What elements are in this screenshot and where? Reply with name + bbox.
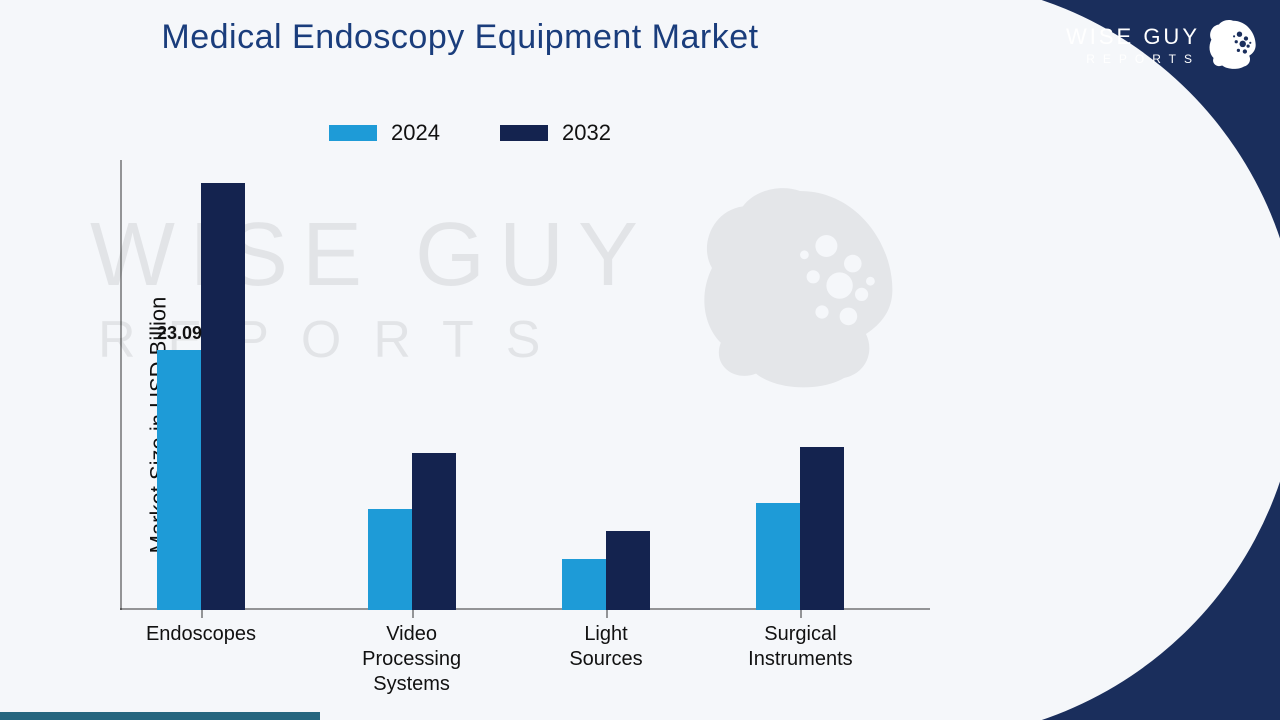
logo-line2: REPORTS xyxy=(1066,52,1200,66)
legend-label-2024: 2024 xyxy=(391,120,440,146)
legend-swatch-2032 xyxy=(500,125,548,141)
y-axis-line xyxy=(120,160,122,610)
bottom-accent-bar xyxy=(0,712,320,720)
x-axis-category-label: Endoscopes xyxy=(111,622,291,647)
chart-area: Market Size in USD Billion 23.09Endoscop… xyxy=(60,160,930,690)
plot-area: 23.09Endoscopes VideoProcessingSystems Lig… xyxy=(120,160,930,610)
x-axis-tick xyxy=(606,610,608,618)
x-axis-category-label: VideoProcessingSystems xyxy=(322,622,502,697)
bar-2024 xyxy=(368,509,412,610)
bar-group: VideoProcessingSystems xyxy=(368,453,456,611)
bar-2024 xyxy=(756,503,800,610)
x-axis-tick xyxy=(201,610,203,618)
bar-2032 xyxy=(201,183,245,611)
brand-logo: WISE GUY REPORTS xyxy=(1066,18,1260,72)
bar-value-label: 23.09 xyxy=(157,323,202,344)
x-axis-category-label: LightSources xyxy=(516,622,696,672)
bar-group: LightSources xyxy=(562,531,650,610)
bar-group: 23.09Endoscopes xyxy=(157,183,245,611)
x-axis-category-label: SurgicalInstruments xyxy=(710,622,890,672)
x-axis-tick xyxy=(800,610,802,618)
bar-2032 xyxy=(606,531,650,610)
logo-head-icon xyxy=(1206,18,1260,72)
bar-group: SurgicalInstruments xyxy=(756,447,844,610)
bar-2032 xyxy=(412,453,456,611)
bar-2024 xyxy=(562,559,606,610)
chart-title: Medical Endoscopy Equipment Market xyxy=(0,18,920,57)
logo-line1: WISE GUY xyxy=(1066,24,1200,50)
legend-item-2032: 2032 xyxy=(500,120,611,146)
legend-swatch-2024 xyxy=(329,125,377,141)
bar-2032 xyxy=(800,447,844,610)
legend-label-2032: 2032 xyxy=(562,120,611,146)
legend: 2024 2032 xyxy=(0,120,940,146)
bar-2024 xyxy=(157,350,201,610)
x-axis-tick xyxy=(412,610,414,618)
legend-item-2024: 2024 xyxy=(329,120,440,146)
